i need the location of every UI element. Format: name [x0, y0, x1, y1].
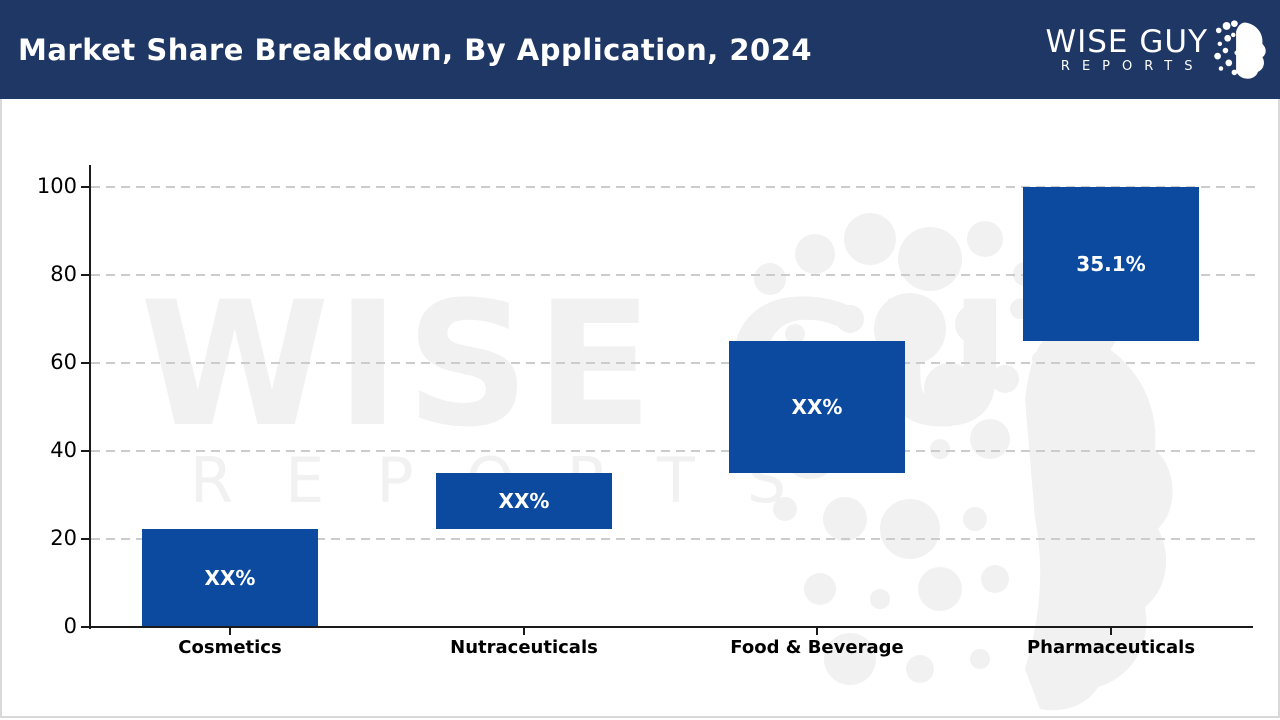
y-axis-line	[89, 165, 91, 629]
y-tick-80	[81, 274, 89, 276]
y-tick-label-100: 100	[36, 174, 77, 198]
category-label-cosmetics: Cosmetics	[178, 637, 282, 658]
gridline-60	[91, 362, 1255, 364]
header-bar: Market Share Breakdown, By Application, …	[0, 0, 1280, 99]
y-tick-label-20: 20	[50, 526, 77, 550]
logo-head-icon	[1214, 20, 1266, 79]
x-axis-line	[89, 626, 1253, 628]
y-tick-0	[81, 626, 89, 628]
logo-wordmark: WISE GUY	[1045, 23, 1208, 60]
y-tick-label-80: 80	[50, 262, 77, 286]
y-tick-label-40: 40	[50, 438, 77, 462]
bar-value-label-food-beverage: XX%	[791, 395, 843, 419]
bar-food-beverage: XX%	[729, 341, 905, 473]
chart-title: Market Share Breakdown, By Application, …	[18, 32, 813, 67]
bar-value-label-nutraceuticals: XX%	[498, 489, 550, 514]
category-label-food-beverage: Food & Beverage	[730, 637, 904, 658]
wiseguy-logo: WISE GUY REPORTS	[1045, 8, 1268, 92]
category-label-nutraceuticals: Nutraceuticals	[450, 637, 598, 658]
logo-text: WISE GUY REPORTS	[1045, 26, 1208, 75]
gridline-100	[91, 186, 1255, 188]
gridline-40	[91, 450, 1255, 452]
bar-value-label-pharmaceuticals: 35.1%	[1076, 252, 1146, 277]
x-tick-cosmetics	[229, 628, 231, 635]
y-tick-20	[81, 538, 89, 540]
y-tick-40	[81, 450, 89, 452]
gridline-80	[91, 274, 1255, 276]
x-tick-pharmaceuticals	[1110, 628, 1112, 635]
category-label-pharmaceuticals: Pharmaceuticals	[1026, 637, 1196, 658]
logo-subtitle: REPORTS	[1060, 59, 1205, 75]
bar-pharmaceuticals: 35.1%	[1023, 187, 1199, 342]
y-tick-100	[81, 186, 89, 188]
y-tick-label-0: 0	[63, 614, 77, 638]
x-tick-food-beverage	[816, 628, 818, 635]
bar-nutraceuticals: XX%	[436, 473, 612, 529]
gridline-20	[91, 538, 1255, 540]
y-tick-60	[81, 362, 89, 364]
y-tick-label-60: 60	[50, 350, 77, 374]
x-tick-nutraceuticals	[523, 628, 525, 635]
bar-cosmetics: XX%	[142, 528, 318, 627]
bar-value-label-cosmetics: XX%	[204, 565, 256, 590]
